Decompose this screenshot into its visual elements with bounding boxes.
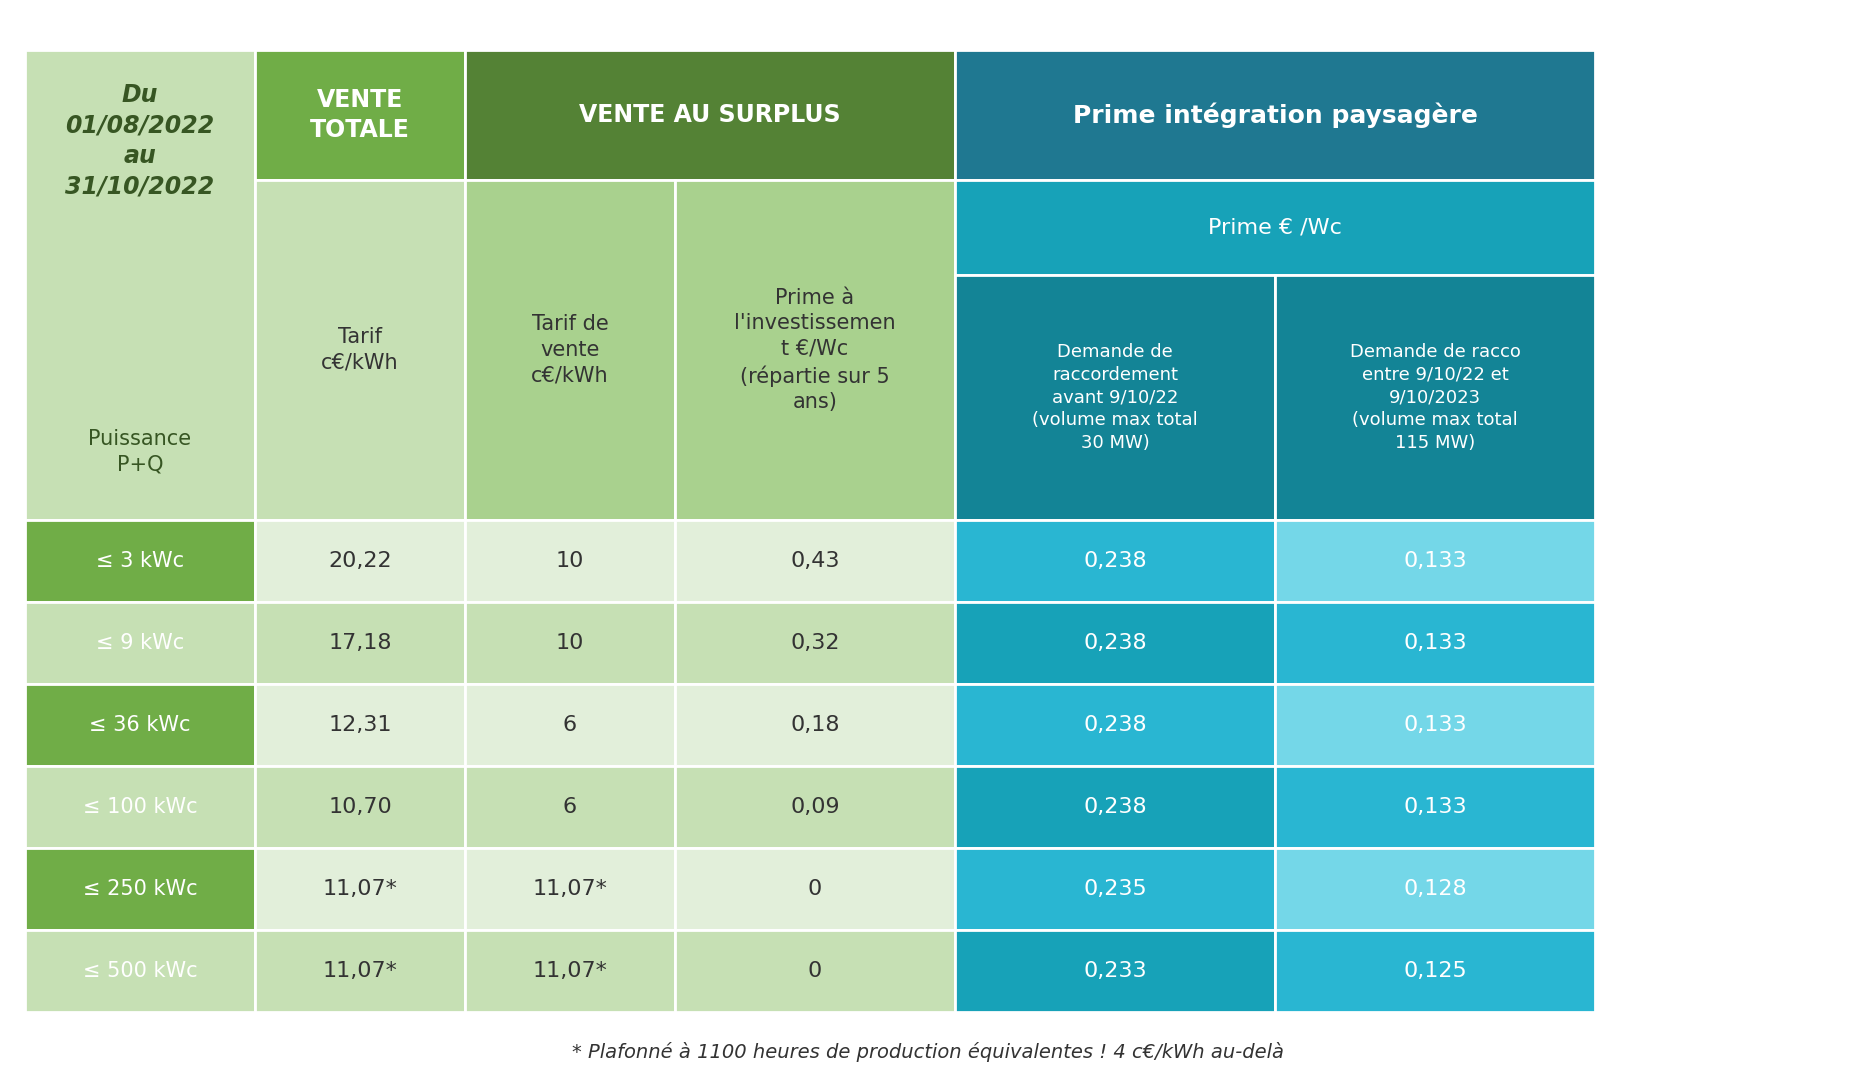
Bar	[955, 848, 1274, 930]
Bar	[1274, 602, 1593, 684]
Bar	[675, 519, 955, 602]
Text: VENTE AU SURPLUS: VENTE AU SURPLUS	[579, 103, 840, 127]
Bar	[254, 602, 466, 684]
Bar	[675, 930, 955, 1012]
Text: ≤ 36 kWc: ≤ 36 kWc	[89, 715, 191, 735]
Bar	[675, 180, 955, 519]
Text: 11,07*: 11,07*	[323, 879, 397, 899]
Bar	[955, 275, 1274, 519]
Text: Prime intégration paysagère: Prime intégration paysagère	[1072, 103, 1477, 127]
Text: 0,233: 0,233	[1083, 961, 1146, 981]
Text: 0,133: 0,133	[1402, 633, 1465, 653]
Text: ≤ 500 kWc: ≤ 500 kWc	[83, 961, 197, 981]
Bar	[24, 930, 254, 1012]
Text: VENTE
TOTALE: VENTE TOTALE	[310, 87, 410, 143]
Text: Demande de racco
entre 9/10/22 et
9/10/2023
(volume max total
115 MW): Demande de racco entre 9/10/22 et 9/10/2…	[1349, 342, 1519, 453]
Bar	[254, 766, 466, 848]
Text: 0,128: 0,128	[1402, 879, 1465, 899]
Text: 0,133: 0,133	[1402, 715, 1465, 735]
Bar	[675, 766, 955, 848]
Text: 0,238: 0,238	[1083, 551, 1146, 571]
Text: 0: 0	[807, 879, 822, 899]
Text: Demande de
raccordement
avant 9/10/22
(volume max total
30 MW): Demande de raccordement avant 9/10/22 (v…	[1031, 342, 1196, 453]
Text: 0,133: 0,133	[1402, 551, 1465, 571]
Bar	[466, 180, 675, 519]
Text: 0,09: 0,09	[790, 797, 838, 816]
Text: 0,32: 0,32	[790, 633, 838, 653]
Text: ≤ 9 kWc: ≤ 9 kWc	[96, 633, 184, 653]
Bar	[254, 519, 466, 602]
Bar	[466, 50, 955, 180]
Bar	[24, 848, 254, 930]
Text: ≤ 250 kWc: ≤ 250 kWc	[83, 879, 197, 899]
Bar	[955, 180, 1593, 275]
Bar	[675, 848, 955, 930]
Bar	[24, 602, 254, 684]
Text: Prime € /Wc: Prime € /Wc	[1208, 217, 1341, 238]
Text: 10: 10	[555, 633, 584, 653]
Text: * Plafonné à 1100 heures de production équivalentes ! 4 c€/kWh au-delà: * Plafonné à 1100 heures de production é…	[571, 1042, 1284, 1062]
Text: 20,22: 20,22	[328, 551, 391, 571]
Bar	[955, 766, 1274, 848]
Bar	[254, 930, 466, 1012]
Text: 0,125: 0,125	[1402, 961, 1465, 981]
Text: 0,238: 0,238	[1083, 633, 1146, 653]
Text: 11,07*: 11,07*	[323, 961, 397, 981]
Text: 17,18: 17,18	[328, 633, 391, 653]
Text: 12,31: 12,31	[328, 715, 391, 735]
Text: 0,238: 0,238	[1083, 797, 1146, 816]
Bar	[1274, 930, 1593, 1012]
Bar	[955, 684, 1274, 766]
Bar	[466, 766, 675, 848]
Bar	[675, 602, 955, 684]
Bar	[24, 50, 254, 519]
Bar	[955, 50, 1593, 180]
Text: 0,43: 0,43	[790, 551, 838, 571]
Bar	[675, 684, 955, 766]
Text: 10,70: 10,70	[328, 797, 391, 816]
Text: 11,07*: 11,07*	[532, 961, 607, 981]
Bar	[24, 519, 254, 602]
Bar	[955, 930, 1274, 1012]
Bar	[466, 848, 675, 930]
Bar	[955, 602, 1274, 684]
Bar	[1274, 848, 1593, 930]
Text: 10: 10	[555, 551, 584, 571]
Text: 0,18: 0,18	[790, 715, 838, 735]
Bar	[1274, 766, 1593, 848]
Bar	[955, 519, 1274, 602]
Text: 0,235: 0,235	[1083, 879, 1146, 899]
Text: Tarif
c€/kWh: Tarif c€/kWh	[321, 327, 399, 373]
Bar	[254, 848, 466, 930]
Text: 6: 6	[562, 797, 577, 816]
Text: 0: 0	[807, 961, 822, 981]
Bar	[24, 766, 254, 848]
Bar	[1274, 275, 1593, 519]
Bar	[254, 684, 466, 766]
Bar	[466, 519, 675, 602]
Text: 0,238: 0,238	[1083, 715, 1146, 735]
Text: ≤ 100 kWc: ≤ 100 kWc	[83, 797, 197, 816]
Bar	[1274, 684, 1593, 766]
Bar	[24, 684, 254, 766]
Bar	[466, 930, 675, 1012]
Text: Tarif de
vente
c€/kWh: Tarif de vente c€/kWh	[531, 314, 608, 386]
Bar	[1274, 519, 1593, 602]
Text: 6: 6	[562, 715, 577, 735]
Bar	[466, 602, 675, 684]
Bar	[466, 684, 675, 766]
Text: ≤ 3 kWc: ≤ 3 kWc	[96, 551, 184, 571]
Text: 11,07*: 11,07*	[532, 879, 607, 899]
Text: 0,133: 0,133	[1402, 797, 1465, 816]
Bar	[254, 50, 466, 180]
Text: Prime à
l'investissemen
t €/Wc
(répartie sur 5
ans): Prime à l'investissemen t €/Wc (répartie…	[735, 287, 896, 413]
Text: Puissance
P+Q: Puissance P+Q	[89, 429, 191, 475]
Bar	[254, 180, 466, 519]
Text: Du
01/08/2022
au
31/10/2022: Du 01/08/2022 au 31/10/2022	[65, 83, 215, 199]
